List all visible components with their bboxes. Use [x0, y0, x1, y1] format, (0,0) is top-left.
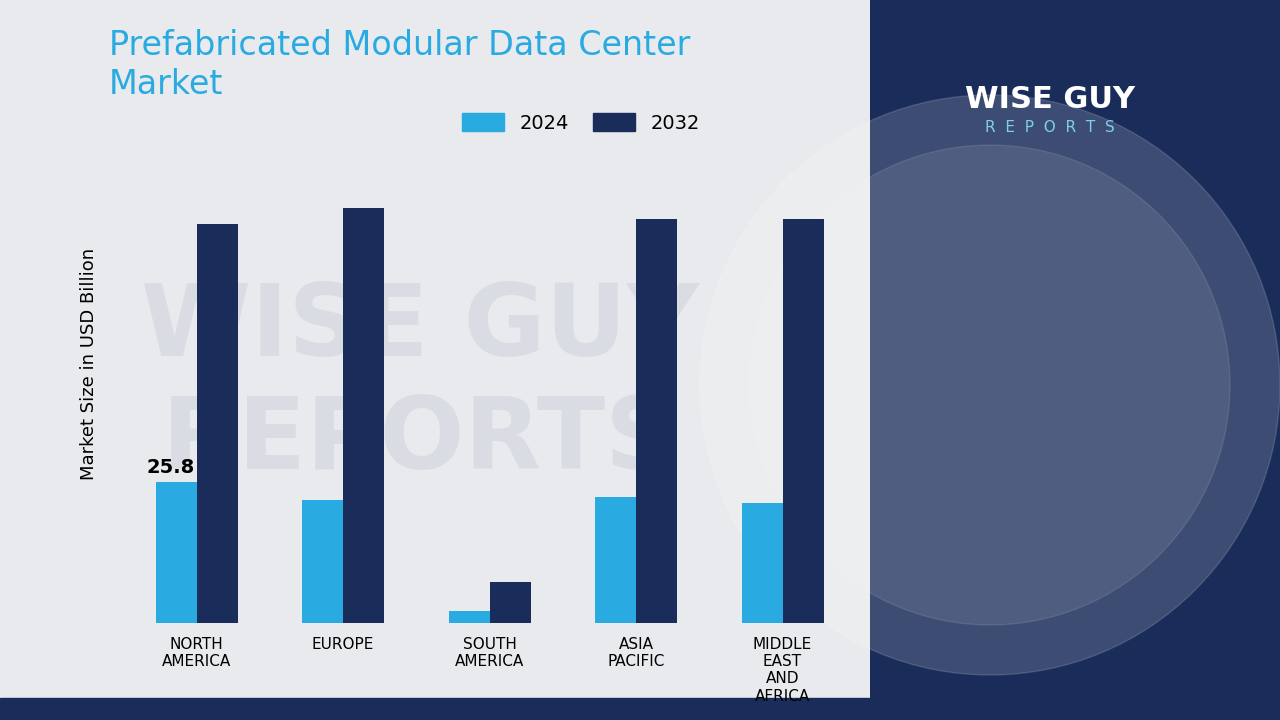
Legend: 2024, 2032: 2024, 2032	[452, 104, 710, 143]
Bar	[448, 611, 490, 623]
Text: WISE GUY
REPORTS: WISE GUY REPORTS	[141, 280, 699, 490]
Bar	[343, 208, 384, 623]
Text: WISE GUY: WISE GUY	[965, 86, 1135, 114]
Bar	[741, 503, 782, 623]
Circle shape	[700, 95, 1280, 675]
Bar	[302, 500, 343, 623]
Text: 25.8: 25.8	[147, 457, 195, 477]
Text: R  E  P  O  R  T  S: R E P O R T S	[986, 120, 1115, 135]
Bar	[595, 498, 636, 623]
Y-axis label: Market Size in USD Billion: Market Size in USD Billion	[79, 248, 97, 480]
Bar	[782, 219, 823, 623]
Bar	[156, 482, 197, 623]
Bar	[0, 698, 1280, 720]
Circle shape	[750, 145, 1230, 625]
PathPatch shape	[870, 0, 1280, 720]
Bar	[636, 219, 677, 623]
Bar	[490, 582, 531, 623]
Bar	[197, 225, 238, 623]
Text: Prefabricated Modular Data Center
Market: Prefabricated Modular Data Center Market	[109, 29, 690, 102]
